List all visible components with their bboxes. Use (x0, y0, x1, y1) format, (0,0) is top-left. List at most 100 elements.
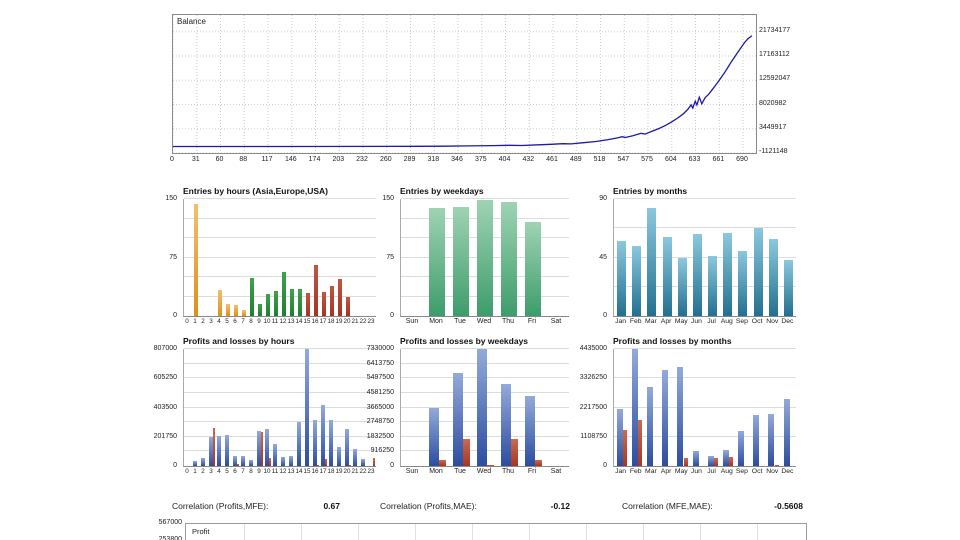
y-tick-label: 0 (390, 462, 394, 469)
profit-bar-Dec (783, 398, 790, 466)
bar-slot (216, 199, 224, 316)
y-tick-label: 0 (173, 312, 177, 319)
x-tick-label: 16 (311, 468, 319, 475)
x-tick-label: 404 (498, 156, 511, 163)
bar-slot (720, 199, 735, 316)
y-tick-label: 807000 (153, 345, 177, 352)
bar-slot (497, 199, 521, 316)
gridline (184, 391, 376, 393)
bar-20 (345, 296, 351, 316)
y-tick-label: 4581250 (366, 388, 394, 396)
x-tick-label: 260 (379, 156, 392, 163)
bar-slot (240, 349, 248, 466)
x-tick-label: Sun (405, 318, 419, 325)
x-tick-label: Dec (781, 468, 794, 475)
gridline (614, 198, 796, 199)
bar-slot (497, 349, 521, 466)
gridline (184, 377, 376, 379)
gridline (184, 295, 376, 297)
gridline (184, 237, 376, 239)
profit-chart-partial: 567000 253800 Profit (140, 517, 820, 540)
bar-1 (193, 204, 199, 316)
profit-plot-area: Profit (185, 523, 807, 540)
x-tick-label: 14 (295, 468, 303, 475)
profit-bar-2 (201, 457, 205, 466)
bar-Tue (453, 206, 469, 316)
bar-slot (629, 199, 644, 316)
profit-legend: Profit (192, 527, 210, 536)
bar-slot (473, 349, 497, 466)
x-tick-label: 6 (233, 468, 237, 475)
gridline (184, 362, 376, 364)
profit-bar-Sep (738, 431, 745, 466)
loss-bar-10 (268, 458, 272, 466)
bar-Dec (783, 260, 793, 316)
bar-slot (320, 199, 328, 316)
x-tick-label: 11 (271, 318, 279, 325)
bar-slot (675, 199, 690, 316)
x-tick-label: 18 (327, 468, 335, 475)
x-tick-label: 5 (225, 468, 229, 475)
profit-bar-Tue (453, 372, 463, 466)
chart-title: Entries by months (613, 186, 688, 196)
bar-slot (208, 349, 216, 466)
y-tick-label: 17163112 (759, 51, 790, 58)
x-tick-label: Oct (751, 318, 763, 325)
bar-Mon (429, 207, 445, 316)
y-tick-label: 403500 (153, 403, 177, 411)
bar-slot (735, 349, 750, 466)
y-axis-labels: 150 75 0 (357, 195, 397, 319)
profit-bar-May (677, 367, 684, 466)
profits-losses-by-weekdays-chart: Profits and losses by weekdays 7330000 64… (357, 335, 587, 485)
chart-title: Entries by hours (Asia,Europe,USA) (183, 186, 328, 196)
chart-title: Profits and losses by months (613, 336, 732, 346)
plot-area (183, 348, 376, 467)
x-tick-label: 633 (688, 156, 701, 163)
gridline (614, 435, 796, 437)
y-tick-label: 1832500 (366, 432, 394, 440)
plot-area (400, 348, 569, 467)
bar-slot (264, 349, 272, 466)
bar-slot (473, 199, 497, 316)
bar-May (677, 257, 687, 316)
x-tick-label: Jun (690, 468, 702, 475)
y-tick-label: 567000 (158, 519, 182, 526)
bar-slot (781, 199, 796, 316)
x-tick-label: 0 (170, 156, 174, 163)
x-tick-label: Mar (645, 318, 657, 325)
bar-slot (256, 199, 264, 316)
x-tick-label: Fri (527, 318, 537, 325)
balance-plot-area: Balance (172, 14, 757, 154)
bar-Thu (501, 202, 517, 316)
loss-bar-Jul (714, 458, 719, 466)
profit-bar-Oct (753, 415, 760, 466)
profit-bar-Feb (631, 349, 638, 466)
x-tick-label: Jul (707, 468, 716, 475)
x-tick-label: 19 (335, 318, 343, 325)
profit-bar-11 (273, 443, 277, 466)
bar-Sep (738, 251, 748, 316)
bar-slot (216, 349, 224, 466)
bar-slot (208, 199, 216, 316)
loss-bar-3 (212, 428, 216, 466)
balance-legend: Balance (177, 17, 206, 26)
chart-title: Entries by weekdays (400, 186, 484, 196)
profit-bar-Jul (707, 456, 714, 466)
x-tick-label: Tue (454, 318, 466, 325)
x-tick-label: 22 (359, 468, 367, 475)
y-tick-label: -1121148 (759, 148, 788, 154)
x-tick-label: 4 (217, 318, 221, 325)
bar-slot (660, 349, 675, 466)
x-tick-label: Apr (660, 318, 672, 325)
gridline (401, 348, 569, 349)
x-tick-label: 146 (284, 156, 297, 163)
x-tick-label: Wed (476, 468, 492, 475)
y-axis-labels: 807000 605250 403500 201750 0 (140, 345, 180, 469)
bar-slot (781, 349, 796, 466)
y-tick-label: 4435000 (579, 345, 607, 352)
bar-slot (264, 199, 272, 316)
x-tick-label: 375 (474, 156, 487, 163)
chart-title: Profits and losses by weekdays (400, 336, 529, 346)
correlation-profits-mae-label: Correlation (Profits,MAE): (380, 501, 477, 511)
gridline (643, 524, 644, 540)
